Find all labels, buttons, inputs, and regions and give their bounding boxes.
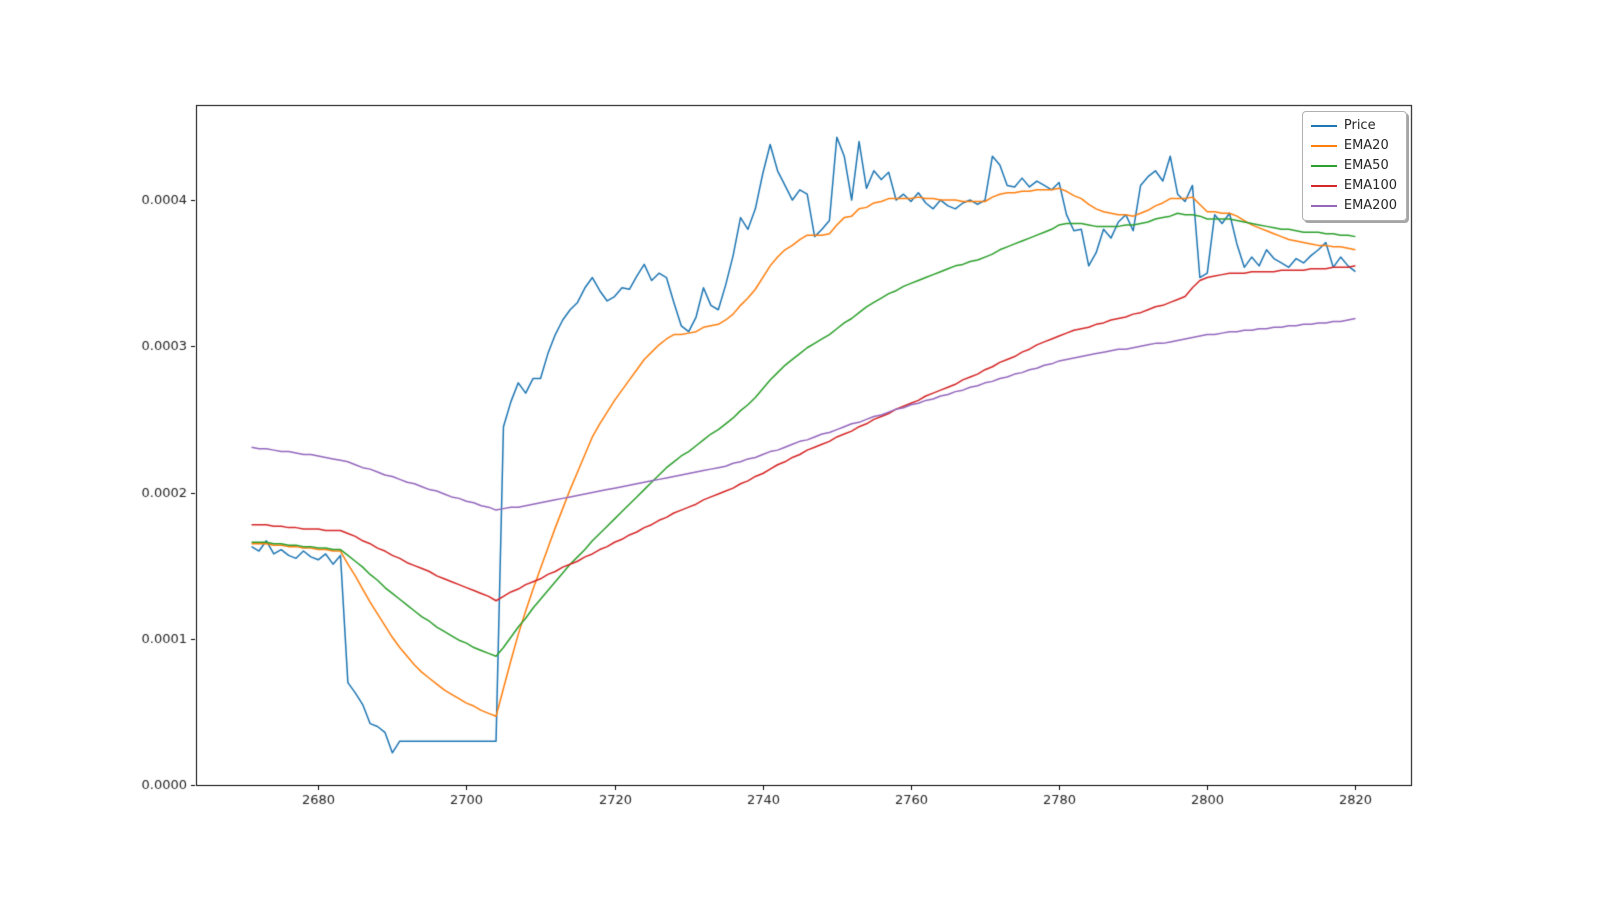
legend-label-ema100: EMA100 — [1343, 178, 1397, 193]
legend-item-ema200: EMA200 — [1310, 196, 1397, 216]
legend-item-ema50: EMA50 — [1310, 156, 1397, 176]
legend-line-sample-ema100 — [1310, 185, 1337, 187]
legend-label-ema20: EMA20 — [1343, 138, 1389, 153]
legend-label-ema200: EMA200 — [1343, 198, 1397, 213]
legend-item-ema100: EMA100 — [1310, 176, 1397, 196]
legend-line-sample-price — [1310, 125, 1337, 127]
chart-legend: Price EMA20 EMA50 EMA100 EMA200 — [1301, 111, 1407, 221]
legend-label-price: Price — [1343, 118, 1376, 133]
legend-line-sample-ema50 — [1310, 165, 1337, 167]
legend-line-sample-ema20 — [1310, 145, 1337, 147]
legend-line-sample-ema200 — [1310, 205, 1337, 207]
legend-item-price: Price — [1310, 116, 1397, 136]
legend-item-ema20: EMA20 — [1310, 136, 1397, 156]
legend-label-ema50: EMA50 — [1343, 158, 1389, 173]
